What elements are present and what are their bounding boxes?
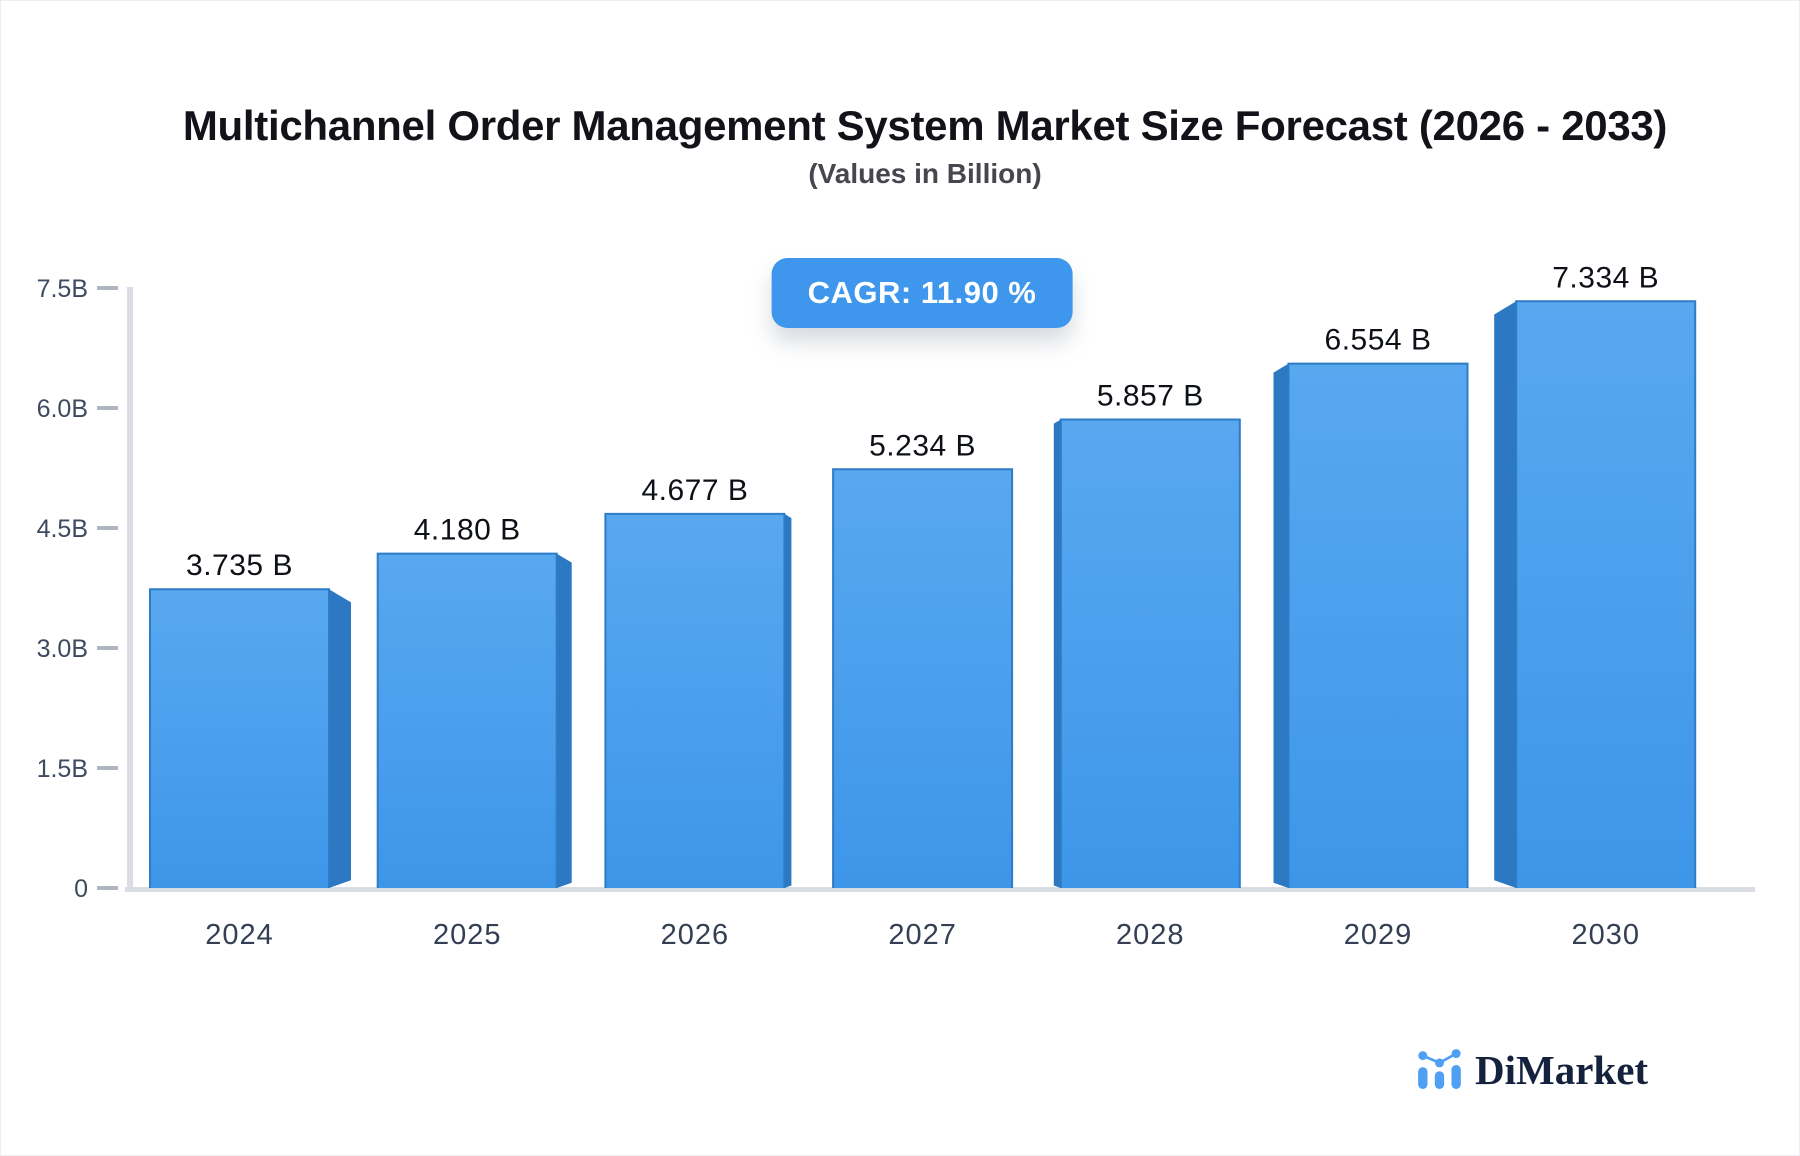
brand-logo: DiMarket	[1416, 1038, 1648, 1092]
bar-side-face	[784, 513, 792, 888]
y-tick-mark	[97, 646, 118, 650]
bar-edge-line	[149, 588, 330, 888]
bar-value-label: 7.334 B	[1552, 261, 1659, 294]
bar-side-face	[1273, 363, 1289, 888]
bar-edge-line	[604, 512, 786, 888]
bar-edge-line	[1059, 418, 1241, 888]
bar-front-face	[1060, 419, 1240, 888]
y-tick-mark	[97, 406, 118, 410]
bar-2029[interactable]: 6.554 B 2029	[1273, 324, 1469, 951]
bar-value-label: 4.180 B	[414, 514, 521, 547]
bar-front-face	[1288, 363, 1468, 888]
x-tick-label: 2024	[205, 919, 274, 951]
chart-subtitle: (Values in Billion)	[808, 158, 1042, 189]
logo-dot	[1451, 1049, 1461, 1059]
x-tick-label: 2029	[1344, 919, 1413, 951]
y-tick-mark	[97, 766, 118, 770]
brand-logo-text: DiMarket	[1475, 1047, 1649, 1093]
y-tick-mark	[97, 886, 118, 890]
bar-side-face	[329, 589, 351, 888]
y-tick-label: 1.5B	[37, 755, 88, 783]
bar-edge-line	[1287, 362, 1469, 888]
bar-value-label: 5.234 B	[869, 429, 976, 462]
x-axis-line	[125, 887, 1755, 892]
bar-value-label: 5.857 B	[1097, 379, 1204, 412]
brand-logo-icon	[1418, 1049, 1461, 1089]
logo-bar	[1434, 1071, 1445, 1089]
bar-side-face	[1053, 419, 1061, 888]
bar-edge-line	[376, 552, 558, 888]
y-tick-mark	[97, 526, 118, 530]
bar-2025[interactable]: 4.180 B 2025	[376, 514, 572, 951]
y-tick-label: 3.0B	[37, 635, 88, 663]
bar-2028[interactable]: 5.857 B 2028	[1053, 379, 1241, 951]
x-tick-label: 2025	[433, 919, 502, 951]
bar-front-face	[605, 513, 785, 888]
logo-bar	[1418, 1067, 1428, 1089]
bar-edge-line	[1515, 300, 1697, 888]
bar-side-face	[1494, 301, 1517, 888]
logo-dot	[1435, 1058, 1444, 1068]
x-tick-label: 2030	[1571, 919, 1640, 951]
chart-title: Multichannel Order Management System Mar…	[182, 102, 1668, 149]
y-tick-label: 0	[74, 875, 88, 903]
bar-edge-line	[832, 468, 1014, 888]
bar-value-label: 4.677 B	[641, 474, 748, 507]
logo-dot	[1418, 1051, 1428, 1061]
y-axis-line	[127, 287, 133, 891]
bar-front-face	[833, 469, 1013, 888]
logo-bar	[1451, 1065, 1461, 1089]
bar-2024[interactable]: 3.735 B 2024	[149, 549, 351, 951]
bar-front-face	[1516, 301, 1696, 888]
y-tick-label: 4.5B	[37, 515, 88, 543]
bar-front-face	[150, 589, 329, 888]
bar-value-label: 3.735 B	[186, 549, 293, 582]
x-tick-label: 2026	[661, 919, 730, 951]
x-tick-label: 2028	[1116, 919, 1185, 951]
bar-2030[interactable]: 7.334 B 2030	[1494, 261, 1697, 951]
bar-side-face	[556, 553, 572, 888]
x-tick-label: 2027	[888, 919, 957, 951]
cagr-badge: CAGR: 11.90 %	[771, 258, 1073, 328]
bar-front-face	[377, 553, 557, 888]
y-tick-label: 7.5B	[37, 275, 88, 303]
y-tick-mark	[97, 286, 118, 290]
bar-2026[interactable]: 4.677 B 2026	[604, 474, 792, 951]
bar-value-label: 6.554 B	[1325, 324, 1432, 357]
bar-2027[interactable]: 5.234 B 2027	[832, 429, 1014, 951]
y-tick-label: 6.0B	[37, 395, 88, 423]
